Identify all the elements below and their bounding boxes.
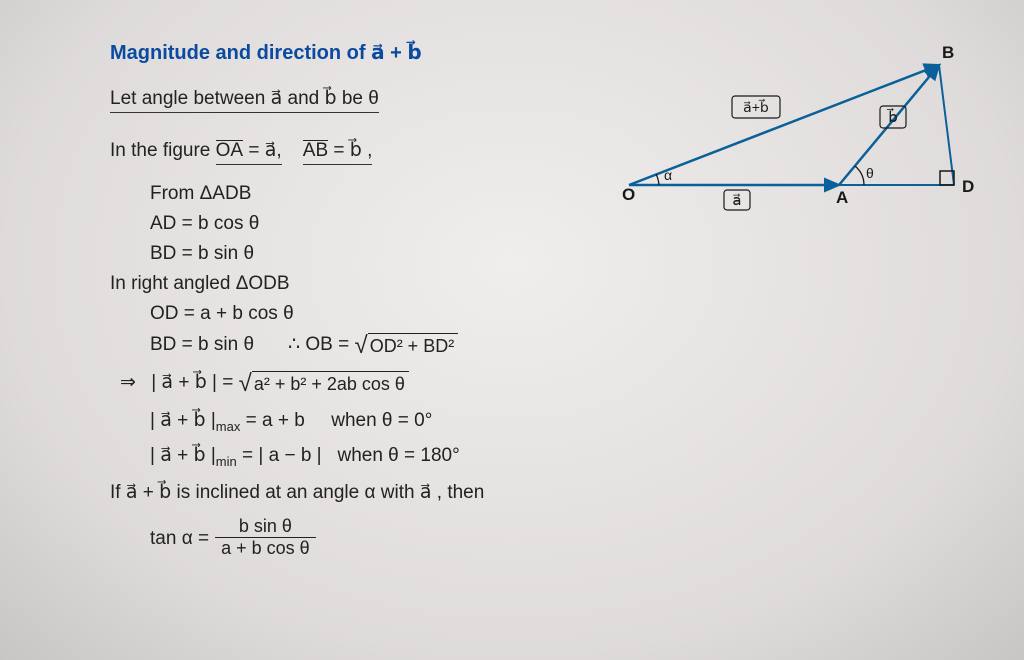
document-page: Magnitude and direction of a⃗ + b⃗ Let a… [0,0,1024,561]
A-label: A [836,188,848,207]
bd-line [939,65,954,185]
ob-expr: ∴ OB = √ OD² + BD² [288,333,458,357]
ob-prefix: ∴ OB = [288,334,349,355]
B-label: B [942,43,954,62]
bd-eq: BD = b sin θ [150,243,954,265]
D-label: D [962,177,974,196]
implies-symbol: ⇒ [120,372,136,393]
ob-sqrt-body: OD² + BD² [368,333,459,357]
angle-definition: Let angle between a⃗ and b⃗ be θ [110,87,379,113]
bd-eq2: BD = b sin θ [150,334,254,356]
if-vec: a⃗ + b⃗ [126,482,171,503]
ab-bar: AB [303,140,328,162]
min-sub: min [216,454,237,469]
min-row: | a⃗ + b⃗ |min = | a − b | when θ = 180° [150,444,954,469]
if-mid: is inclined at an angle α with [176,482,414,503]
bd-ob-row: BD = b sin θ ∴ OB = √ OD² + BD² [150,333,954,357]
tan-num: b sin θ [233,516,298,537]
max-when: when θ = 0° [331,410,432,431]
ab-group: AB = b⃗ , [303,139,373,165]
vector-diagram: a⃗ b⃗ a⃗+b⃗ O A B D α θ [614,40,984,220]
in-figure: In the figure [110,140,210,161]
min-when: when θ = 180° [337,445,459,466]
angle-prefix: Let angle between [110,88,265,109]
sqrt-sign-icon: √ [355,334,368,358]
tan-frac: b sin θ a + b cos θ [215,516,316,560]
tan-den: a + b cos θ [215,538,316,559]
O-label: O [622,185,635,204]
od-eq: OD = a + b cos θ [150,303,954,325]
min-mag: | a⃗ + b⃗ | [150,445,216,466]
max-sub: max [216,419,241,434]
max-rhs: = a + b [246,410,305,431]
ab-label: a⃗+b⃗ [743,98,769,115]
a-label: a⃗ [732,192,741,209]
in-figure-text: In the figure OA = a⃗, AB = b⃗ , [110,139,372,165]
b-label: b⃗ [886,107,898,126]
alpha-label: α [664,167,672,183]
magnitude-row: ⇒ | a⃗ + b⃗ | = √ a² + b² + 2ab cos θ [120,371,954,395]
tan-row: tan α = b sin θ a + b cos θ [150,518,954,562]
mag-prefix: | a⃗ + b⃗ | = [151,372,233,393]
min-rhs: = | a − b | [242,445,322,466]
ob-sqrt: √ OD² + BD² [355,333,459,357]
alpha-arc [656,174,659,185]
max-mag: | a⃗ + b⃗ | [150,410,216,431]
right-odb: In right angled ΔODB [110,273,954,295]
if-suffix: , then [437,482,485,503]
title-vector: a⃗ + b⃗ [371,42,422,64]
sqrt-sign-icon2: √ [239,372,252,396]
if-prefix: If [110,482,121,503]
mag-sqrt: √ a² + b² + 2ab cos θ [239,371,409,395]
title-text: Magnitude and direction of [110,42,366,64]
angle-mid: and [288,88,320,109]
oa-eq: = a⃗, [248,140,281,161]
vec-b: b⃗ [325,88,337,109]
max-row: | a⃗ + b⃗ |max = a + b when θ = 0° [150,409,954,434]
if-line: If a⃗ + b⃗ is inclined at an angle α wit… [110,481,954,504]
theta-label: θ [866,165,874,181]
theta-arc [855,166,864,185]
oa-bar: OA [216,140,243,162]
mag-sqrt-body: a² + b² + 2ab cos θ [252,371,409,395]
angle-suffix: be θ [342,88,379,109]
vec-a: a⃗ [271,88,283,109]
oa-group: OA = a⃗, [216,139,282,165]
ab-eq: = b⃗ , [333,140,372,161]
if-vec2: a⃗ [420,482,432,503]
tan-lhs: tan α = [150,528,209,550]
